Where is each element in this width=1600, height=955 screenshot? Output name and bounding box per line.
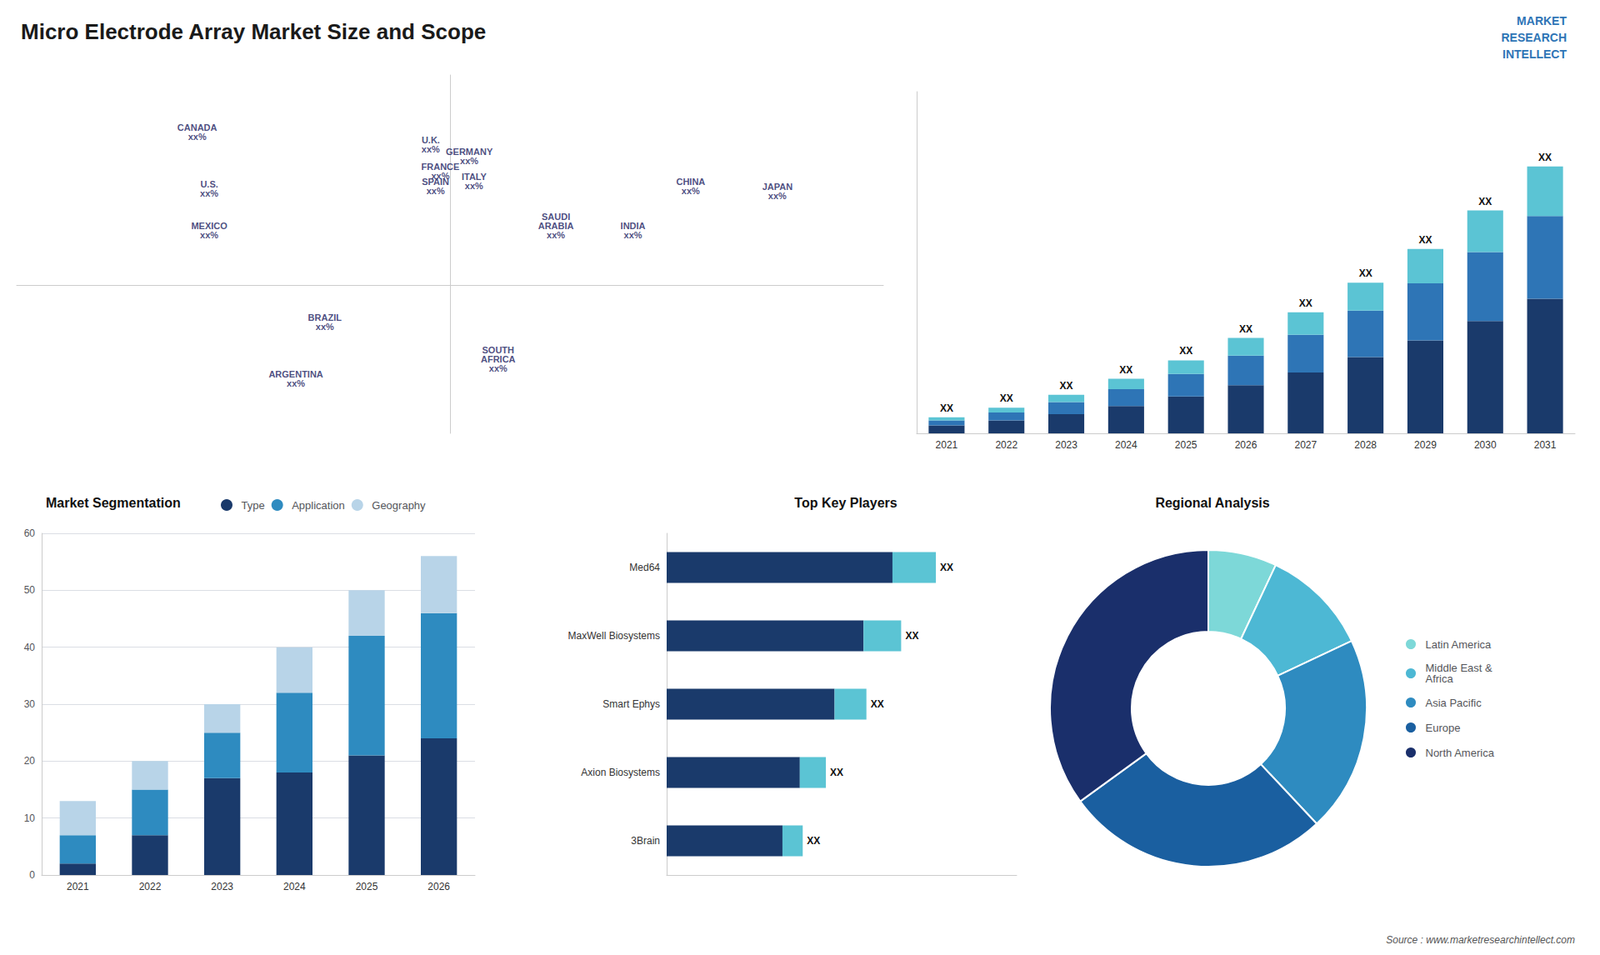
- svg-text:xx%: xx%: [426, 185, 445, 196]
- svg-text:U.K.: U.K.: [421, 134, 440, 145]
- svg-text:North America: North America: [1425, 746, 1495, 760]
- svg-text:xx%: xx%: [460, 155, 479, 166]
- svg-text:CANADA: CANADA: [177, 122, 218, 133]
- svg-text:2023: 2023: [1055, 439, 1078, 451]
- svg-text:Africa: Africa: [1425, 672, 1455, 685]
- svg-text:FRANCE: FRANCE: [421, 161, 460, 172]
- svg-text:Asia Pacific: Asia Pacific: [1425, 696, 1483, 710]
- svg-text:Europe: Europe: [1425, 721, 1461, 735]
- svg-text:50: 50: [24, 584, 36, 596]
- svg-text:Application: Application: [291, 499, 345, 512]
- svg-text:RESEARCH: RESEARCH: [1500, 30, 1567, 45]
- svg-text:Market Segmentation: Market Segmentation: [45, 495, 181, 510]
- svg-text:10: 10: [24, 812, 36, 825]
- svg-text:2021: 2021: [66, 880, 90, 893]
- svg-text:Top Key Players: Top Key Players: [794, 495, 897, 510]
- svg-text:XX: XX: [1179, 345, 1193, 357]
- svg-text:Med64: Med64: [629, 561, 660, 574]
- svg-text:Source : www.marketresearchint: Source : www.marketresearchintellect.com: [1385, 934, 1575, 946]
- svg-text:XX: XX: [905, 630, 919, 642]
- svg-text:BRAZIL: BRAZIL: [308, 312, 342, 323]
- svg-text:SPAIN: SPAIN: [421, 176, 450, 187]
- svg-text:2024: 2024: [283, 880, 306, 893]
- svg-text:CHINA: CHINA: [676, 176, 706, 187]
- svg-text:xx%: xx%: [624, 230, 643, 240]
- svg-text:xx%: xx%: [200, 188, 219, 199]
- svg-text:XX: XX: [940, 402, 954, 415]
- svg-text:XX: XX: [1359, 267, 1373, 280]
- svg-text:ITALY: ITALY: [461, 171, 487, 182]
- svg-text:40: 40: [24, 641, 36, 654]
- svg-text:xx%: xx%: [489, 363, 508, 374]
- svg-text:SAUDI: SAUDI: [541, 211, 571, 222]
- svg-text:xx%: xx%: [200, 230, 219, 240]
- svg-text:xx%: xx%: [315, 321, 335, 332]
- svg-text:Micro Electrode Array Market S: Micro Electrode Array Market Size and Sc…: [20, 19, 486, 45]
- svg-text:GERMANY: GERMANY: [445, 147, 493, 157]
- svg-text:0: 0: [29, 869, 35, 881]
- svg-text:XX: XX: [1119, 364, 1133, 376]
- svg-text:2023: 2023: [210, 880, 234, 893]
- svg-text:xx%: xx%: [188, 131, 207, 142]
- svg-text:30: 30: [24, 698, 36, 710]
- svg-text:XX: XX: [1000, 392, 1014, 405]
- svg-text:xx%: xx%: [465, 180, 484, 191]
- svg-text:xx%: xx%: [286, 378, 305, 389]
- svg-text:Type: Type: [241, 499, 265, 512]
- svg-text:Regional Analysis: Regional Analysis: [1155, 495, 1270, 510]
- svg-text:SOUTH: SOUTH: [482, 345, 515, 355]
- svg-text:2022: 2022: [995, 439, 1018, 451]
- svg-text:XX: XX: [830, 766, 844, 779]
- svg-text:xx%: xx%: [421, 144, 440, 155]
- svg-text:xx%: xx%: [546, 230, 565, 240]
- svg-text:2030: 2030: [1474, 439, 1497, 451]
- svg-text:xx%: xx%: [681, 185, 700, 196]
- svg-text:2031: 2031: [1534, 439, 1557, 451]
- svg-text:ARGENTINA: ARGENTINA: [268, 369, 324, 380]
- svg-text:Geography: Geography: [371, 499, 426, 512]
- svg-text:Smart Ephys: Smart Ephys: [602, 698, 660, 710]
- svg-text:2025: 2025: [1175, 439, 1198, 451]
- svg-text:XX: XX: [1538, 151, 1552, 164]
- svg-text:3Brain: 3Brain: [630, 835, 660, 847]
- svg-text:2027: 2027: [1294, 439, 1317, 451]
- svg-text:XX: XX: [870, 698, 885, 710]
- svg-text:XX: XX: [1299, 297, 1313, 310]
- svg-text:Middle East &: Middle East &: [1425, 661, 1493, 675]
- svg-text:2026: 2026: [427, 880, 450, 893]
- svg-text:ARABIA: ARABIA: [538, 220, 574, 231]
- svg-text:xx%: xx%: [768, 190, 787, 201]
- svg-text:INDIA: INDIA: [620, 221, 646, 232]
- svg-text:2024: 2024: [1115, 439, 1138, 451]
- svg-text:2026: 2026: [1235, 439, 1258, 451]
- svg-text:20: 20: [24, 755, 36, 767]
- svg-text:Latin America: Latin America: [1425, 638, 1493, 651]
- svg-text:XX: XX: [1239, 323, 1253, 335]
- svg-text:60: 60: [24, 527, 36, 540]
- svg-text:XX: XX: [1478, 195, 1492, 208]
- svg-text:MEXICO: MEXICO: [191, 221, 228, 232]
- svg-text:MARKET: MARKET: [1516, 14, 1567, 28]
- svg-text:2021: 2021: [935, 439, 959, 451]
- svg-text:XX: XX: [806, 835, 820, 847]
- svg-text:2025: 2025: [355, 880, 379, 893]
- svg-text:Axion Biosystems: Axion Biosystems: [580, 766, 660, 779]
- svg-text:XX: XX: [1060, 380, 1074, 392]
- svg-text:2028: 2028: [1354, 439, 1377, 451]
- svg-text:INTELLECT: INTELLECT: [1502, 47, 1567, 61]
- svg-text:XX: XX: [1418, 234, 1432, 246]
- svg-text:AFRICA: AFRICA: [480, 354, 516, 365]
- svg-text:XX: XX: [940, 561, 954, 574]
- svg-text:JAPAN: JAPAN: [762, 181, 793, 192]
- svg-text:MaxWell Biosystems: MaxWell Biosystems: [568, 630, 660, 642]
- svg-text:U.S.: U.S.: [200, 179, 219, 190]
- svg-text:2022: 2022: [139, 880, 162, 893]
- svg-text:2029: 2029: [1414, 439, 1437, 451]
